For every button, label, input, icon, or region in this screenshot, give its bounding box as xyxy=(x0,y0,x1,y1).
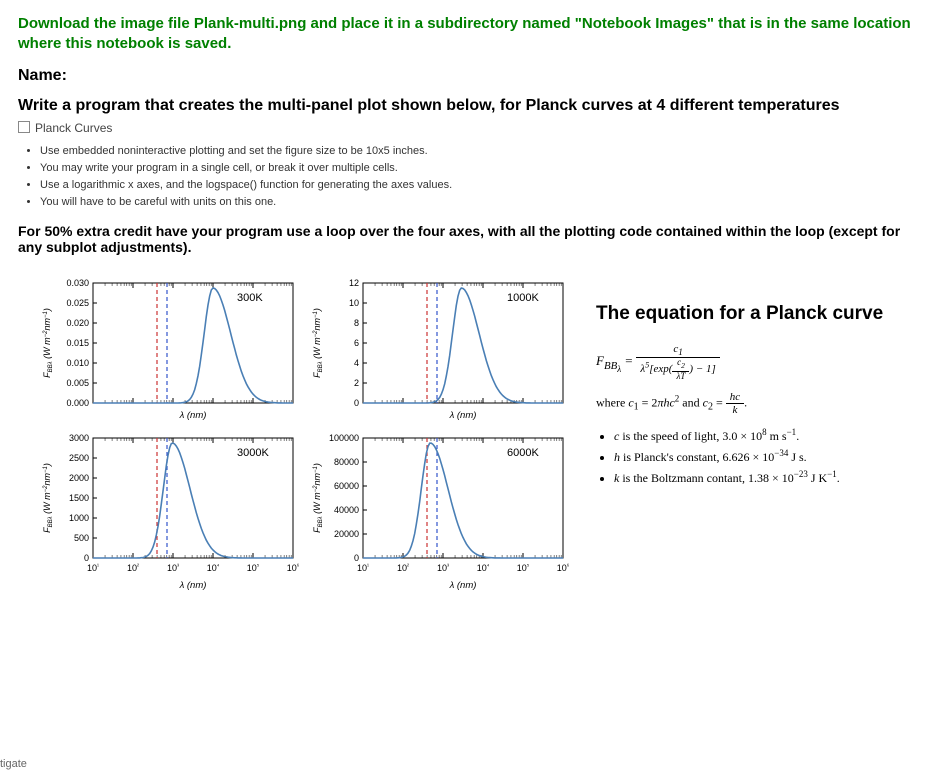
svg-text:FBBλ (W m−2nm−1): FBBλ (W m−2nm−1) xyxy=(312,308,324,378)
svg-text:10¹: 10¹ xyxy=(87,563,99,573)
svg-text:0.030: 0.030 xyxy=(66,278,89,288)
header-instruction: Download the image file Plank-multi.png … xyxy=(18,14,918,53)
svg-text:2000: 2000 xyxy=(69,473,89,483)
bullet-item: Use a logarithmic x axes, and the logspa… xyxy=(40,177,918,194)
svg-text:6: 6 xyxy=(354,338,359,348)
svg-text:4: 4 xyxy=(354,358,359,368)
svg-text:10⁴: 10⁴ xyxy=(477,563,490,573)
extra-credit-note: For 50% extra credit have your program u… xyxy=(18,223,918,255)
svg-text:10³: 10³ xyxy=(167,563,179,573)
svg-text:10²: 10² xyxy=(397,563,409,573)
svg-text:FBBλ (W m−2nm−1): FBBλ (W m−2nm−1) xyxy=(42,308,54,378)
planck-panel: 3000 2500 2000 1500 1000 500 0 3000K FBBλ (W m−2… xyxy=(38,428,308,598)
svg-text:10⁶: 10⁶ xyxy=(287,563,300,573)
planck-panel: 100000 80000 60000 40000 20000 0 6000K FBBλ (W … xyxy=(308,428,578,598)
constant-item: c is the speed of light, 3.0 × 108 m s−1… xyxy=(614,427,883,444)
svg-text:6000K: 6000K xyxy=(507,447,539,459)
svg-text:FBBλ (W m−2nm−1): FBBλ (W m−2nm−1) xyxy=(312,463,324,533)
constant-item: k is the Boltzmann contant, 1.38 × 10−23… xyxy=(614,469,883,486)
svg-text:20000: 20000 xyxy=(334,529,359,539)
plot-subtitle: Planck Curves xyxy=(18,121,918,135)
svg-text:10¹: 10¹ xyxy=(357,563,369,573)
svg-text:500: 500 xyxy=(74,533,89,543)
svg-text:8: 8 xyxy=(354,318,359,328)
equation-formula: FBBλ = c1 λ5[exp(c2λT) − 1] xyxy=(596,343,883,381)
svg-text:0.005: 0.005 xyxy=(66,378,89,388)
svg-text:1000: 1000 xyxy=(69,513,89,523)
svg-text:λ (nm): λ (nm) xyxy=(179,580,207,591)
planck-panel: 12 10 8 6 4 2 0 1000K FBBλ (W m−2nm−1) λ (nm) xyxy=(308,273,578,428)
equation-title: The equation for a Planck curve xyxy=(596,303,883,325)
svg-text:2500: 2500 xyxy=(69,453,89,463)
planck-panel-grid: 0.030 0.025 0.020 0.015 0.010 0.005 0.000 300K F… xyxy=(38,273,578,598)
svg-text:0.025: 0.025 xyxy=(66,298,89,308)
svg-text:0: 0 xyxy=(84,553,89,563)
truncated-word: tigate xyxy=(0,758,27,770)
svg-text:40000: 40000 xyxy=(334,505,359,515)
svg-text:0.010: 0.010 xyxy=(66,358,89,368)
equation-where: where c1 = 2πhc2 and c2 = hck. xyxy=(596,391,883,416)
svg-text:0: 0 xyxy=(354,553,359,563)
svg-text:0.015: 0.015 xyxy=(66,338,89,348)
constant-item: h is Planck's constant, 6.626 × 10−34 J … xyxy=(614,448,883,465)
svg-text:80000: 80000 xyxy=(334,457,359,467)
svg-text:10⁶: 10⁶ xyxy=(557,563,570,573)
planck-panel: 0.030 0.025 0.020 0.015 0.010 0.005 0.000 300K F… xyxy=(38,273,308,428)
svg-text:0.000: 0.000 xyxy=(66,398,89,408)
svg-text:FBBλ (W m−2nm−1): FBBλ (W m−2nm−1) xyxy=(42,463,54,533)
constants-list: c is the speed of light, 3.0 × 108 m s−1… xyxy=(614,427,883,486)
svg-text:300K: 300K xyxy=(237,292,263,304)
svg-text:12: 12 xyxy=(349,278,359,288)
content-row: 0.030 0.025 0.020 0.015 0.010 0.005 0.000 300K F… xyxy=(18,273,918,598)
bullet-item: You will have to be careful with units o… xyxy=(40,194,918,211)
main-heading: Write a program that creates the multi-p… xyxy=(18,97,918,115)
svg-text:3000K: 3000K xyxy=(237,447,269,459)
svg-text:1000K: 1000K xyxy=(507,292,539,304)
svg-text:10⁵: 10⁵ xyxy=(247,563,260,573)
svg-text:λ (nm): λ (nm) xyxy=(449,410,477,421)
svg-text:0.020: 0.020 xyxy=(66,318,89,328)
svg-text:λ (nm): λ (nm) xyxy=(449,580,477,591)
svg-text:λ (nm): λ (nm) xyxy=(179,410,207,421)
svg-text:0: 0 xyxy=(354,398,359,408)
svg-text:3000: 3000 xyxy=(69,433,89,443)
svg-text:100000: 100000 xyxy=(329,433,359,443)
name-label: Name: xyxy=(18,67,918,85)
svg-text:60000: 60000 xyxy=(334,481,359,491)
svg-text:10³: 10³ xyxy=(437,563,449,573)
svg-text:2: 2 xyxy=(354,378,359,388)
svg-text:10⁴: 10⁴ xyxy=(207,563,220,573)
svg-text:10: 10 xyxy=(349,298,359,308)
svg-text:10²: 10² xyxy=(127,563,139,573)
instruction-bullets: Use embedded noninteractive plotting and… xyxy=(40,143,918,211)
bullet-item: You may write your program in a single c… xyxy=(40,160,918,177)
equation-box: The equation for a Planck curve FBBλ = c… xyxy=(596,273,883,489)
bullet-item: Use embedded noninteractive plotting and… xyxy=(40,143,918,160)
svg-text:10⁵: 10⁵ xyxy=(517,563,530,573)
svg-text:1500: 1500 xyxy=(69,493,89,503)
